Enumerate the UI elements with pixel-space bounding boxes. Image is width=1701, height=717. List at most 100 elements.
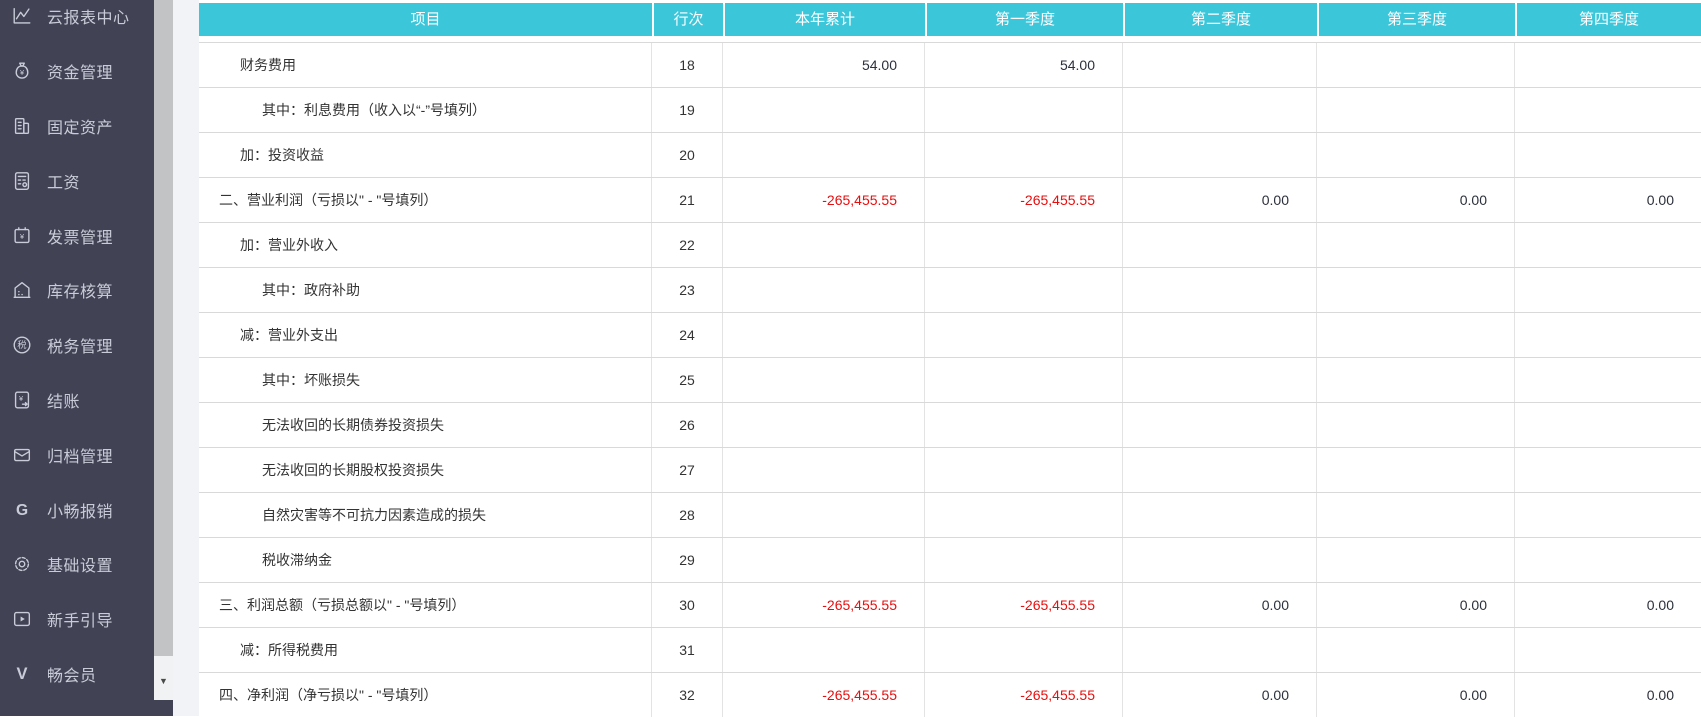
cell-q1	[925, 403, 1123, 447]
cell-q1: -265,455.55	[925, 673, 1123, 717]
cell-ytd	[723, 88, 925, 132]
cell-ytd: -265,455.55	[723, 583, 925, 627]
sidebar-item-7[interactable]: 税 税务管理	[0, 318, 154, 373]
sidebar-item-label: 税务管理	[47, 339, 114, 357]
ledger-icon: ¥	[11, 389, 33, 411]
cell-q3	[1317, 493, 1515, 537]
cell-line_no: 30	[652, 583, 723, 627]
scrollbar-down-button[interactable]: ▼	[154, 656, 173, 700]
sidebar-item-13[interactable]: V 畅会员	[0, 647, 154, 702]
table-header-row: 项目 行次 本年累计 第一季度 第二季度 第三季度 第四季度	[199, 3, 1701, 36]
sidebar-scrollbar[interactable]: ▼	[154, 0, 173, 700]
cell-q3: 0.00	[1317, 673, 1515, 717]
table-row: 三、利润总额（亏损总额以" - "号填列） 30 -265,455.55 -265,4…	[199, 582, 1701, 627]
cell-ytd: 54.00	[723, 43, 925, 87]
cell-item: 其中：坏账损失	[199, 358, 652, 402]
cell-line_no: 20	[652, 133, 723, 177]
table-row: 二、营业利润（亏损以" - "号填列） 21 -265,455.55 -265,455…	[199, 177, 1701, 222]
cell-q2: 0.00	[1123, 673, 1317, 717]
cell-ytd	[723, 403, 925, 447]
cell-q2	[1123, 43, 1317, 87]
cell-item: 财务费用	[199, 43, 652, 87]
cell-q4	[1515, 88, 1701, 132]
col-header-q4: 第四季度	[1515, 3, 1701, 36]
col-header-q3: 第三季度	[1317, 3, 1515, 36]
sidebar-item-6[interactable]: 库存核算	[0, 263, 154, 318]
sidebar-item-11[interactable]: 基础设置	[0, 537, 154, 592]
sidebar-item-label: 小畅报销	[47, 503, 114, 521]
archive-icon	[11, 444, 33, 466]
sidebar-item-8[interactable]: ¥ 结账	[0, 373, 154, 428]
table-row: 减：所得税费用 31	[199, 627, 1701, 672]
sidebar-item-9[interactable]: 归档管理	[0, 427, 154, 482]
cell-item: 无法收回的长期债券投资损失	[199, 403, 652, 447]
col-header-q1: 第一季度	[925, 3, 1123, 36]
sidebar-item-label: 资金管理	[47, 65, 114, 83]
sidebar-item-label: 结账	[47, 393, 81, 411]
reimburse-icon: G	[11, 499, 33, 521]
cell-ytd	[723, 223, 925, 267]
cell-q1	[925, 538, 1123, 582]
income-statement-table: 项目 行次 本年累计 第一季度 第二季度 第三季度 第四季度 财务费用 18 54.00 54.0…	[199, 0, 1701, 717]
table-row: 无法收回的长期债券投资损失 26	[199, 402, 1701, 447]
cell-q4	[1515, 313, 1701, 357]
sidebar-item-3[interactable]: 固定资产	[0, 99, 154, 154]
sidebar-item-4[interactable]: 工资	[0, 153, 154, 208]
cell-item: 其中：政府补助	[199, 268, 652, 312]
chevron-down-icon: ▼	[159, 676, 168, 686]
cell-line_no: 26	[652, 403, 723, 447]
cell-ytd	[723, 493, 925, 537]
cell-q1	[925, 358, 1123, 402]
cell-line_no: 19	[652, 88, 723, 132]
cell-item: 减：所得税费用	[199, 628, 652, 672]
cell-q2	[1123, 628, 1317, 672]
cell-q1	[925, 223, 1123, 267]
cell-line_no: 24	[652, 313, 723, 357]
cell-q1	[925, 493, 1123, 537]
cell-ytd: -265,455.55	[723, 178, 925, 222]
sidebar-item-label: 归档管理	[47, 448, 114, 466]
scrollbar-thumb[interactable]	[154, 0, 173, 656]
cell-ytd	[723, 628, 925, 672]
cell-ytd	[723, 448, 925, 492]
cell-q4	[1515, 223, 1701, 267]
cell-line_no: 27	[652, 448, 723, 492]
cell-ytd	[723, 538, 925, 582]
cell-q2	[1123, 493, 1317, 537]
cell-line_no: 23	[652, 268, 723, 312]
cell-item: 二、营业利润（亏损以" - "号填列）	[199, 178, 652, 222]
cell-q3	[1317, 88, 1515, 132]
sidebar-item-2[interactable]: ¥ 资金管理	[0, 44, 154, 99]
cell-q4	[1515, 538, 1701, 582]
cell-q1	[925, 628, 1123, 672]
sidebar-item-5[interactable]: ¥ 发票管理	[0, 208, 154, 263]
cell-q4: 0.00	[1646, 597, 1674, 613]
tax-icon: 税	[11, 334, 33, 356]
sidebar-item-label: 基础设置	[47, 558, 114, 576]
cell-q3: 0.00	[1317, 583, 1515, 627]
cell-q3	[1317, 358, 1515, 402]
cell-q3	[1317, 223, 1515, 267]
cell-q3	[1317, 538, 1515, 582]
table-row: 无法收回的长期股权投资损失 27	[199, 447, 1701, 492]
cell-q2	[1123, 358, 1317, 402]
col-header-q2: 第二季度	[1123, 3, 1317, 36]
svg-text:税: 税	[17, 339, 26, 350]
sidebar-item-12[interactable]: 新手引导	[0, 592, 154, 647]
cell-q1	[925, 448, 1123, 492]
sidebar-item-10[interactable]: G 小畅报销	[0, 482, 154, 537]
building-icon	[11, 115, 33, 137]
sidebar-item-1[interactable]: 云报表中心	[0, 0, 154, 44]
cell-q4	[1515, 268, 1701, 312]
svg-text:¥: ¥	[19, 394, 24, 403]
table-row: 四、净利润（净亏损以" - "号填列） 32 -265,455.55 -265,455…	[199, 672, 1701, 717]
cell-q3	[1317, 133, 1515, 177]
cell-q2	[1123, 268, 1317, 312]
cell-q2	[1123, 448, 1317, 492]
warehouse-icon	[11, 279, 33, 301]
cell-q4	[1515, 493, 1701, 537]
table-row: 其中：利息费用（收入以“-”号填列） 19	[199, 87, 1701, 132]
cell-q2	[1123, 88, 1317, 132]
sidebar-item-label: 畅会员	[47, 667, 97, 685]
sidebar-item-label: 工资	[47, 174, 81, 192]
